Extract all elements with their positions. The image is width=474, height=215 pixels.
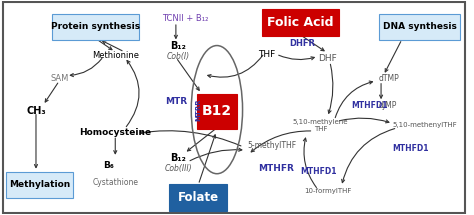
Text: CH₃: CH₃ [26,106,46,116]
Text: dTMP: dTMP [379,74,400,83]
Text: B12: B12 [201,104,232,118]
Text: 5-methylTHF: 5-methylTHF [247,141,296,150]
Text: B₁₂: B₁₂ [170,41,186,51]
Text: SAM: SAM [50,74,68,83]
Text: 10-formylTHF: 10-formylTHF [304,188,351,194]
Text: MTR: MTR [165,97,188,106]
Text: MTRR: MTRR [196,98,202,121]
Text: dJMP: dJMP [379,101,397,110]
Text: MTHFR: MTHFR [258,164,294,173]
Text: Methionine: Methionine [92,51,139,60]
Text: Cystathione: Cystathione [92,178,138,187]
Text: 5,10-methylene
THF: 5,10-methylene THF [292,119,348,132]
Text: MTHFD1: MTHFD1 [393,144,429,153]
Text: Protein synthesis: Protein synthesis [51,22,140,31]
FancyBboxPatch shape [379,14,460,40]
FancyBboxPatch shape [197,94,237,129]
FancyBboxPatch shape [169,184,227,211]
Text: Folate: Folate [177,191,219,204]
FancyBboxPatch shape [3,2,465,213]
Text: Methylation: Methylation [9,180,70,189]
FancyBboxPatch shape [6,172,73,198]
Text: MTHFD1: MTHFD1 [351,101,387,110]
Text: DHF: DHF [318,54,337,63]
Text: 5,10-methenylTHF: 5,10-methenylTHF [393,122,457,127]
Text: DNA synthesis: DNA synthesis [383,22,456,31]
Text: Homocysteine: Homocysteine [79,127,151,137]
Text: Cob(I): Cob(I) [167,52,190,61]
Text: TCNII + B₁₂: TCNII + B₁₂ [162,14,208,23]
Text: B₁₂: B₁₂ [170,153,186,163]
Text: B₆: B₆ [103,161,114,170]
Text: MTHFD1: MTHFD1 [300,167,337,176]
FancyBboxPatch shape [52,14,138,40]
Text: Folic Acid: Folic Acid [267,16,334,29]
Text: DHFR: DHFR [289,39,315,48]
Text: Cob(III): Cob(III) [164,164,192,173]
Text: THF: THF [258,50,275,59]
FancyBboxPatch shape [262,9,339,36]
